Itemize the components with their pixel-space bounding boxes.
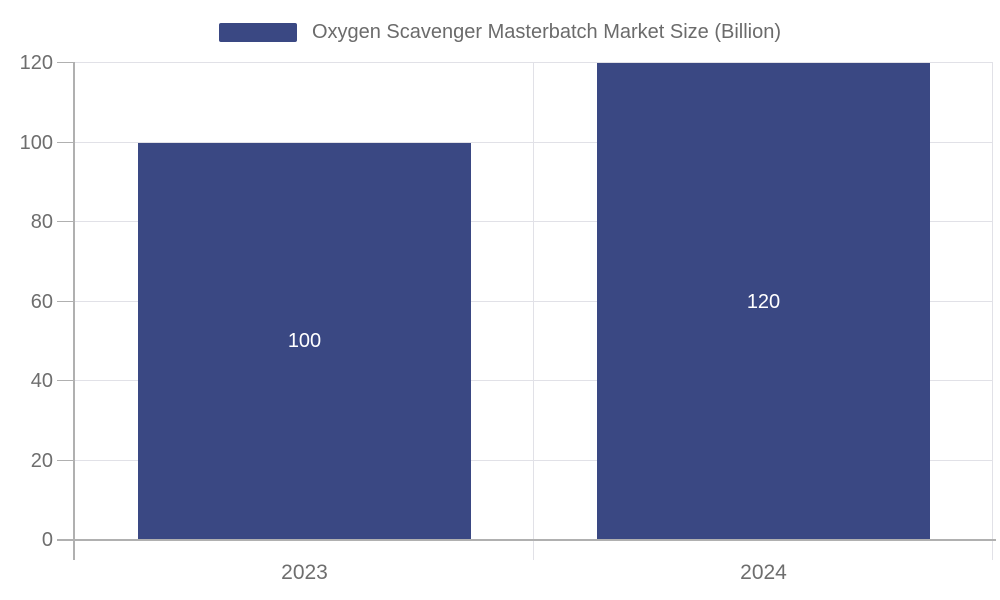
y-axis-tick — [57, 221, 75, 222]
x-axis-label-2024: 2024 — [740, 561, 787, 584]
y-axis-label: 60 — [30, 290, 53, 313]
bar-value-label: 100 — [287, 330, 322, 353]
y-axis-tick — [57, 62, 75, 63]
h-gridline — [75, 141, 993, 143]
h-gridline — [75, 300, 993, 302]
bar-2024 — [597, 63, 930, 540]
y-axis-label: 100 — [19, 131, 53, 154]
y-axis-tick — [57, 141, 75, 143]
bar-2023 — [138, 142, 471, 540]
legend-swatch — [218, 22, 297, 42]
h-gridline — [75, 380, 993, 381]
v-gridline — [533, 63, 534, 560]
plot-area: 0 20 40 60 80 100 120 100 120 2023 2024 — [20, 53, 996, 583]
h-gridline — [75, 62, 993, 63]
y-axis-tick — [57, 459, 75, 461]
y-axis-label: 40 — [30, 370, 53, 392]
legend-label: Oxygen Scavenger Masterbatch Market Size… — [311, 21, 782, 43]
bar-value-label: 120 — [746, 290, 781, 313]
y-axis-label: 0 — [41, 529, 53, 551]
y-axis-label: 80 — [30, 211, 53, 233]
y-axis-label: 20 — [30, 449, 53, 472]
y-axis-line — [73, 63, 75, 560]
h-gridline — [75, 459, 993, 461]
y-axis-tick — [57, 380, 75, 381]
y-axis-tick — [57, 300, 75, 302]
chart-legend[interactable]: Oxygen Scavenger Masterbatch Market Size… — [0, 13, 1000, 51]
v-gridline — [992, 63, 993, 560]
x-axis-line — [57, 539, 996, 541]
y-axis-label: 120 — [19, 52, 53, 74]
h-gridline — [75, 221, 993, 222]
x-axis-label-2023: 2023 — [281, 561, 328, 584]
